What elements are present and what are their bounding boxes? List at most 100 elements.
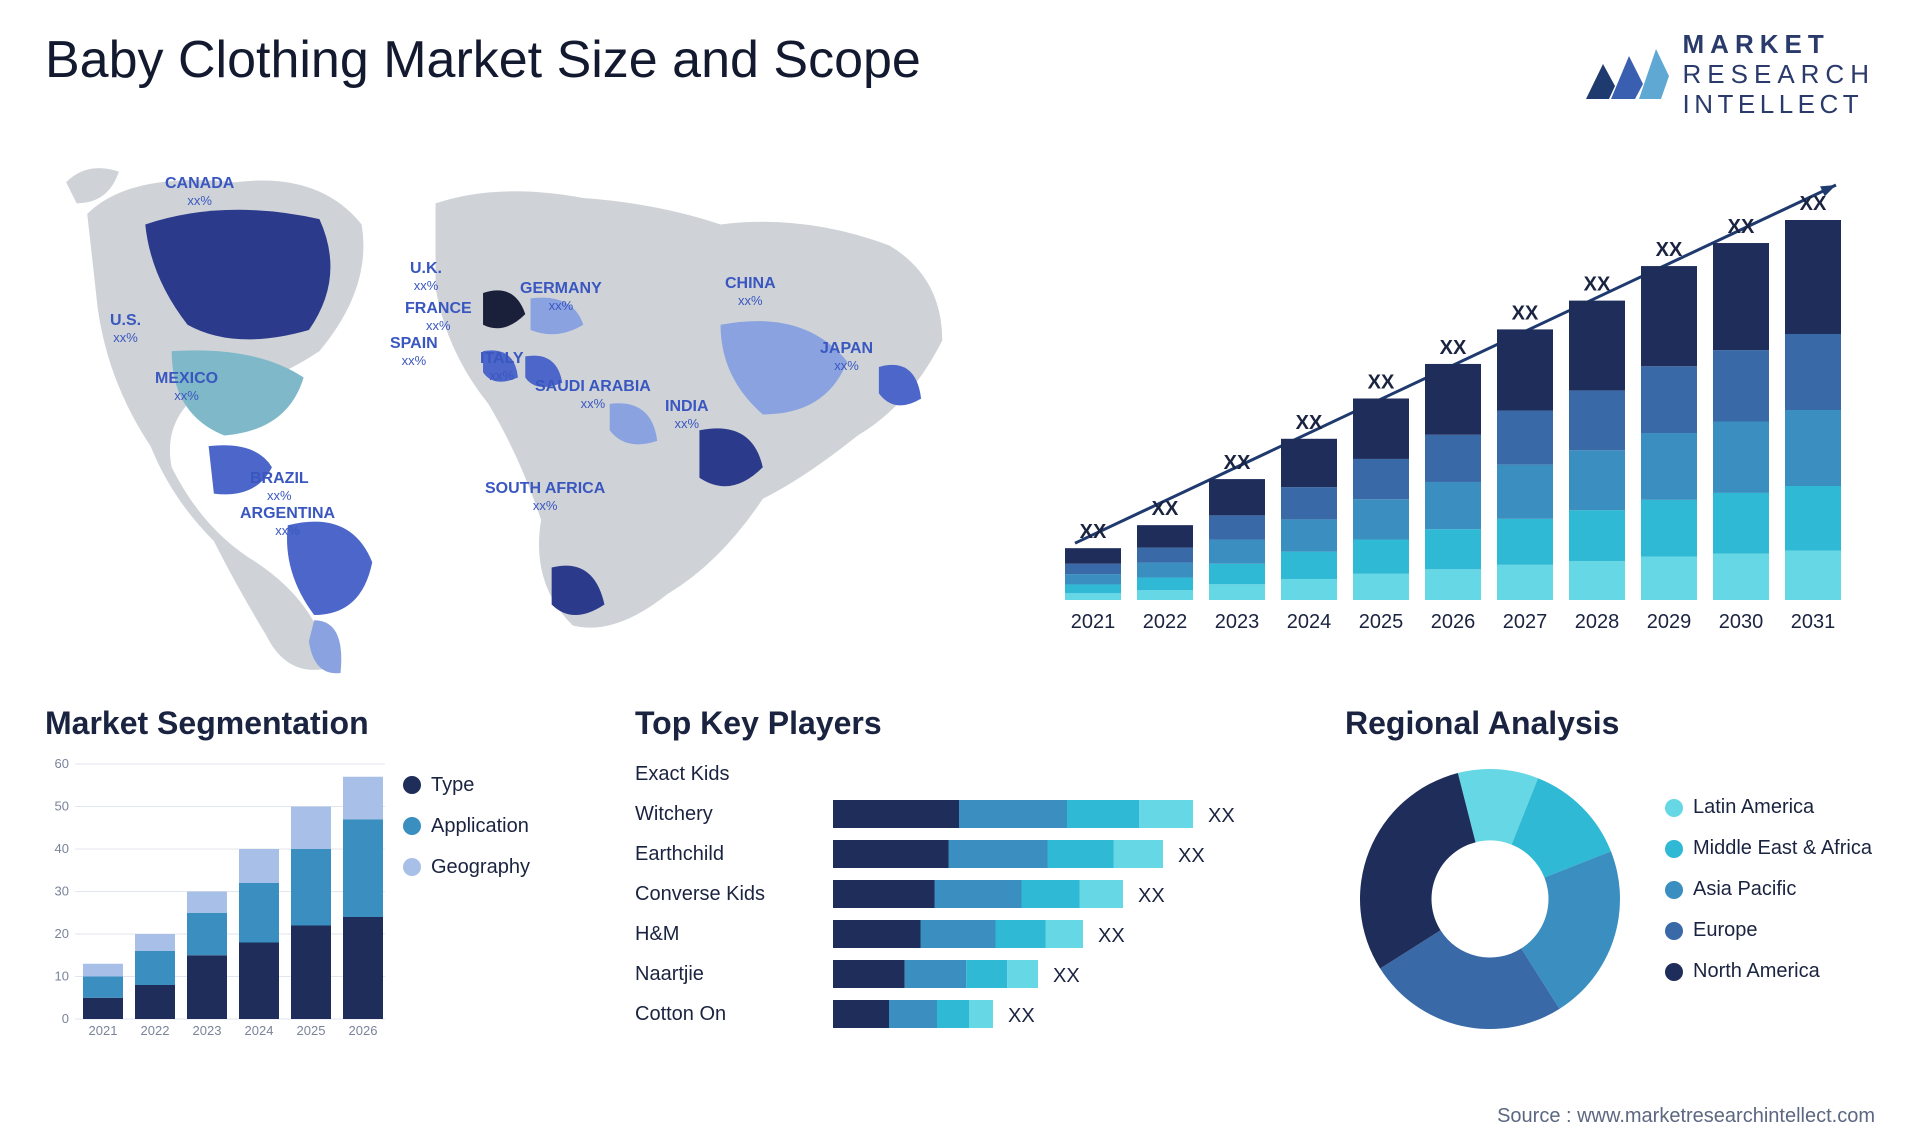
legend-swatch [403,858,421,876]
segmentation-title: Market Segmentation [45,705,605,742]
legend-swatch [403,817,421,835]
map-label: U.K.xx% [410,260,442,293]
legend-item: Application [403,815,530,838]
regional-donut-chart [1345,754,1635,1044]
svg-text:XX: XX [1440,337,1467,359]
logo-mark-icon [1581,44,1671,106]
key-player-label: Cotton On [635,994,815,1034]
segmentation-legend: Type Application Geography [403,774,530,1044]
svg-text:40: 40 [55,841,69,856]
svg-text:XX: XX [1224,452,1251,474]
legend-label: Latin America [1693,796,1814,819]
svg-text:2026: 2026 [1431,611,1476,633]
legend-label: North America [1693,960,1820,983]
svg-text:XX: XX [1656,239,1683,261]
footer-source: Source : www.marketresearchintellect.com [1497,1105,1875,1128]
growth-bar-chart: XX 2021 XX 2022 XX 2023 XX 2024 XX 2025 XX 2026 XX 20… [1035,140,1875,670]
legend-swatch [1665,840,1683,858]
map-label: INDIAxx% [665,398,709,431]
legend-item: Geography [403,856,530,879]
world-map-icon [45,140,995,699]
svg-text:2031: 2031 [1791,611,1836,633]
segmentation-chart: 0102030405060202120222023202420252026 [45,754,385,1044]
map-label: BRAZILxx% [250,470,309,503]
key-players-chart: XXXXXXXXXXXX [833,754,1315,1049]
svg-text:XX: XX [1138,885,1165,907]
legend-swatch [1665,963,1683,981]
legend-label: Geography [431,856,530,879]
legend-item: Type [403,774,530,797]
legend-item: North America [1665,960,1872,983]
svg-text:2025: 2025 [1359,611,1404,633]
legend-label: Middle East & Africa [1693,837,1872,860]
svg-text:XX: XX [1368,371,1395,393]
map-label: U.S.xx% [110,312,141,345]
key-player-label: H&M [635,914,815,954]
map-label: MEXICOxx% [155,370,218,403]
legend-item: Asia Pacific [1665,878,1872,901]
svg-text:XX: XX [1080,521,1107,543]
svg-text:2021: 2021 [1071,611,1116,633]
svg-text:2022: 2022 [141,1023,170,1038]
map-label: JAPANxx% [820,340,873,373]
svg-text:XX: XX [1512,302,1539,324]
legend-swatch [1665,881,1683,899]
key-player-label: Exact Kids [635,754,815,794]
regional-title: Regional Analysis [1345,705,1875,742]
regional-legend: Latin America Middle East & Africa Asia Pa… [1665,796,1872,1001]
map-label: SPAINxx% [390,335,438,368]
svg-text:XX: XX [1178,845,1205,867]
map-label: SAUDI ARABIAxx% [535,378,651,411]
regional-analysis-panel: Regional Analysis Latin America Middle Ea… [1345,705,1875,1049]
market-segmentation-panel: Market Segmentation 0 10 20 30 40 50 60 2021 202… [45,705,605,1049]
map-label: FRANCExx% [405,300,472,333]
legend-item: Latin America [1665,796,1872,819]
legend-item: Europe [1665,919,1872,942]
svg-text:10: 10 [55,968,69,983]
svg-text:2027: 2027 [1503,611,1548,633]
svg-text:2023: 2023 [193,1023,222,1038]
map-label: CHINAxx% [725,275,776,308]
key-players-title: Top Key Players [635,705,1315,742]
svg-text:2026: 2026 [349,1023,378,1038]
key-players-panel: Top Key Players Exact KidsWitcheryEarthc… [635,705,1315,1049]
key-player-label: Naartjie [635,954,815,994]
svg-text:2024: 2024 [245,1023,274,1038]
legend-label: Europe [1693,919,1758,942]
svg-text:20: 20 [55,926,69,941]
map-label: SOUTH AFRICAxx% [485,480,605,513]
key-players-labels: Exact KidsWitcheryEarthchildConverse Kid… [635,754,815,1049]
map-label: ARGENTINAxx% [240,505,335,538]
map-label: ITALYxx% [480,350,524,383]
svg-text:2028: 2028 [1575,611,1620,633]
svg-text:30: 30 [55,883,69,898]
map-label: GERMANYxx% [520,280,602,313]
svg-text:2022: 2022 [1143,611,1188,633]
svg-text:2030: 2030 [1719,611,1764,633]
svg-text:XX: XX [1008,1005,1035,1027]
world-map-panel: CANADAxx% U.S.xx% MEXICOxx% BRAZILxx%ARGENT… [45,140,995,670]
svg-text:2021: 2021 [89,1023,118,1038]
map-label: CANADAxx% [165,175,234,208]
key-player-label: Witchery [635,794,815,834]
key-player-label: Converse Kids [635,874,815,914]
svg-text:XX: XX [1584,273,1611,295]
svg-text:XX: XX [1296,411,1323,433]
legend-swatch [1665,922,1683,940]
logo-text: MARKET RESEARCH INTELLECT [1683,30,1875,120]
svg-text:50: 50 [55,798,69,813]
svg-text:XX: XX [1800,193,1827,215]
svg-text:60: 60 [55,756,69,771]
svg-text:2023: 2023 [1215,611,1260,633]
svg-text:XX: XX [1728,216,1755,238]
legend-label: Application [431,815,529,838]
svg-text:0: 0 [62,1011,69,1026]
brand-logo: MARKET RESEARCH INTELLECT [1581,30,1875,120]
key-player-label: Earthchild [635,834,815,874]
legend-label: Asia Pacific [1693,878,1796,901]
svg-text:2029: 2029 [1647,611,1692,633]
page-title: Baby Clothing Market Size and Scope [45,30,921,90]
svg-text:XX: XX [1098,925,1125,947]
legend-swatch [1665,799,1683,817]
svg-text:2024: 2024 [1287,611,1332,633]
